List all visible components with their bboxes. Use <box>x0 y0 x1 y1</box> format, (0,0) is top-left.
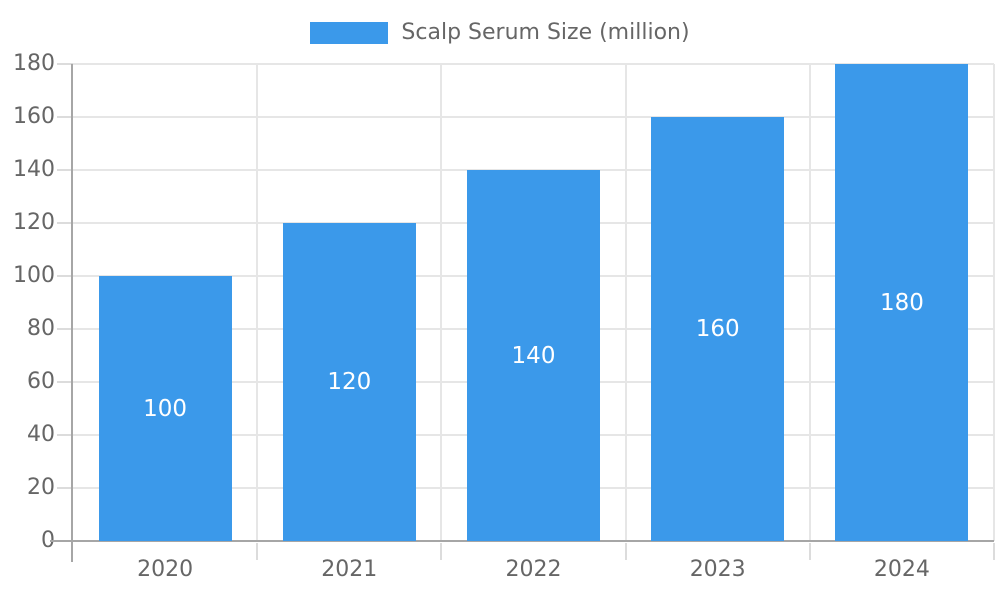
x-tick-label: 2024 <box>873 557 930 582</box>
gridline-vertical <box>624 64 627 541</box>
legend-item[interactable]: Scalp Serum Size (million) <box>310 20 690 45</box>
gridline-horizontal <box>73 116 994 118</box>
y-axis-tick <box>57 169 73 171</box>
x-axis-tick <box>256 543 259 560</box>
bar[interactable]: 140 <box>467 170 600 541</box>
x-axis-tick <box>624 543 627 560</box>
bar-value-label: 160 <box>695 316 740 342</box>
x-axis-tick <box>993 543 995 560</box>
bar[interactable]: 180 <box>835 64 969 541</box>
y-axis-tick <box>57 434 73 436</box>
gridline-vertical <box>808 64 811 541</box>
y-tick-label: 180 <box>13 51 55 76</box>
bar[interactable]: 100 <box>98 276 232 541</box>
legend-swatch <box>310 22 389 44</box>
y-axis-tick <box>57 116 73 118</box>
bar-value-label: 180 <box>879 289 924 316</box>
gridline-vertical <box>256 64 259 541</box>
x-tick-label: 2020 <box>137 557 194 582</box>
gridline-vertical <box>993 64 995 541</box>
y-tick-label: 20 <box>27 475 55 500</box>
y-tick-label: 0 <box>41 528 55 553</box>
bar-value-label: 140 <box>511 342 556 369</box>
y-axis-line <box>71 64 73 562</box>
y-axis-tick <box>57 63 73 65</box>
y-axis-tick <box>57 275 73 277</box>
x-tick-label: 2023 <box>689 557 746 582</box>
bar-value-label: 100 <box>143 395 188 422</box>
y-axis-tick <box>57 381 73 383</box>
y-axis-tick <box>57 328 73 330</box>
x-tick-label: 2021 <box>321 557 378 582</box>
x-axis-line <box>50 540 994 542</box>
x-axis-tick <box>440 543 443 560</box>
gridline-horizontal <box>73 63 994 65</box>
y-tick-label: 40 <box>27 422 55 447</box>
x-tick-label: 2022 <box>505 557 562 582</box>
bar[interactable]: 120 <box>282 223 416 541</box>
legend-label: Scalp Serum Size (million) <box>401 20 690 45</box>
y-tick-label: 60 <box>27 369 55 394</box>
gridline-vertical <box>440 64 443 541</box>
y-tick-label: 140 <box>13 157 55 182</box>
bar-value-label: 120 <box>327 369 372 395</box>
x-axis-tick <box>808 543 811 560</box>
bar[interactable]: 160 <box>651 117 785 541</box>
y-tick-label: 120 <box>13 210 55 235</box>
y-axis-tick <box>57 222 73 224</box>
y-tick-label: 100 <box>13 263 55 288</box>
y-tick-label: 160 <box>13 104 55 129</box>
chart-legend: Scalp Serum Size (million) <box>0 22 1000 44</box>
y-tick-label: 80 <box>27 316 55 341</box>
y-axis-tick <box>57 487 73 489</box>
